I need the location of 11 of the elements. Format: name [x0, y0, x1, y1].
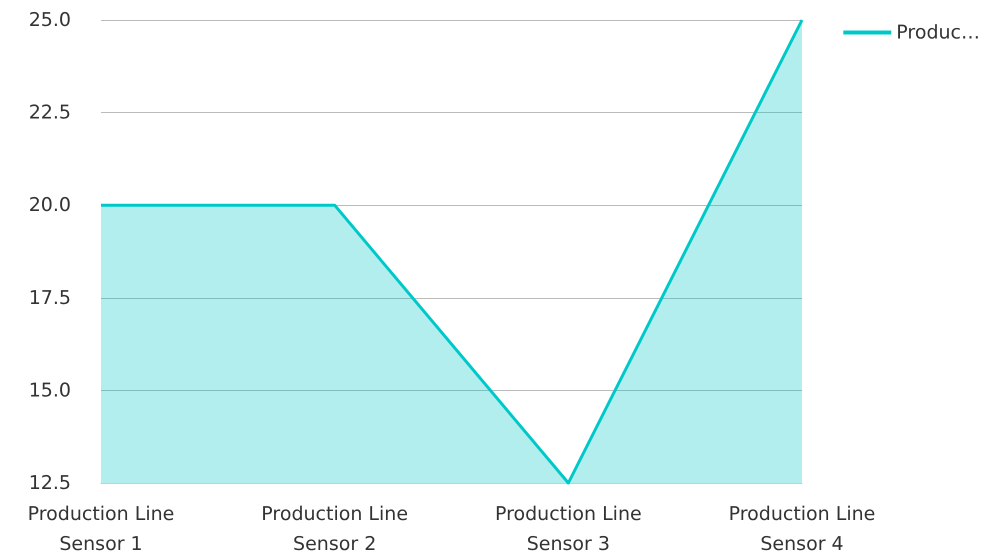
y-tick-label: 20.0 — [28, 194, 71, 216]
x-tick-label: Production Line Sensor 4 — [728, 503, 876, 555]
y-tick-label: 12.5 — [28, 472, 71, 494]
x-tick-label: Production Line Sensor 1 — [28, 503, 174, 555]
y-tick-label: 22.5 — [28, 102, 71, 124]
x-tick-label: Production Line Sensor 2 — [261, 503, 408, 555]
y-tick-label: 17.5 — [28, 286, 71, 309]
x-tick-label: Production Line Sensor 3 — [494, 503, 642, 555]
legend-label: Produc… — [896, 22, 980, 44]
y-tick-label: 15.0 — [28, 379, 71, 402]
y-tick-label: 25.0 — [28, 9, 71, 31]
